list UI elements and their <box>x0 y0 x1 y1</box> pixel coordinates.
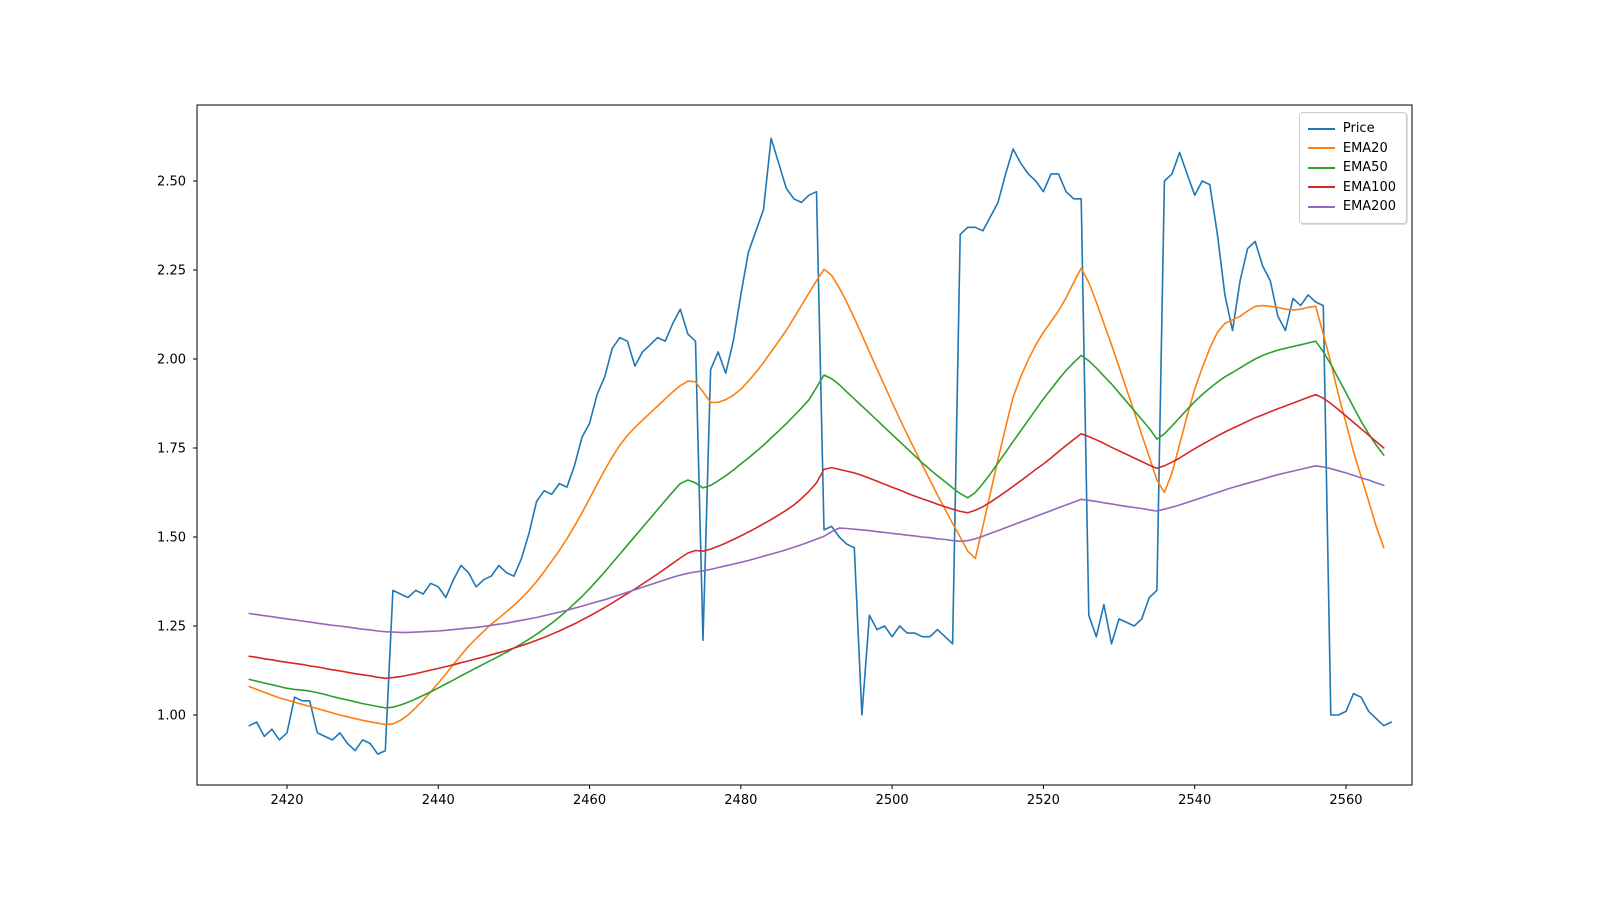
legend-line-sample <box>1307 127 1335 130</box>
x-tick-label: 2440 <box>422 793 455 808</box>
legend-line-sample <box>1307 186 1335 189</box>
ema50-line <box>248 340 1385 709</box>
legend-line-sample <box>1307 205 1335 208</box>
y-tick-label: 1.50 <box>157 531 186 546</box>
legend-label: EMA200 <box>1342 199 1396 215</box>
y-tick-label: 1.25 <box>157 620 186 635</box>
legend-label: EMA50 <box>1342 160 1388 176</box>
legend-label: EMA100 <box>1342 179 1396 195</box>
x-tick-label: 2460 <box>573 793 606 808</box>
legend-line-sample <box>1307 166 1335 169</box>
series-lines <box>248 137 1393 756</box>
legend-label: Price <box>1342 121 1375 137</box>
plot-frame <box>196 104 1413 786</box>
x-tick-label: 2420 <box>270 793 303 808</box>
plot-border <box>196 104 1413 786</box>
x-tick-label: 2520 <box>1027 793 1060 808</box>
legend-item-price: Price <box>1307 119 1396 139</box>
y-tick-label: 2.50 <box>157 175 186 190</box>
legend-line-sample <box>1307 147 1335 150</box>
x-tick-label: 2540 <box>1178 793 1211 808</box>
legend: Price EMA20 EMA50 EMA100 EMA200 <box>1298 112 1407 224</box>
legend-item-ema50: EMA50 <box>1307 158 1396 178</box>
y-tick-label: 2.25 <box>157 264 186 279</box>
x-tick-label: 2500 <box>876 793 909 808</box>
legend-label: EMA20 <box>1342 140 1388 156</box>
legend-item-ema100: EMA100 <box>1307 178 1396 198</box>
y-tick-label: 2.00 <box>157 353 186 368</box>
ema100-line <box>248 393 1385 680</box>
y-tick-label: 1.75 <box>157 442 186 457</box>
x-tick-label: 2480 <box>724 793 757 808</box>
ema200-line <box>248 464 1385 634</box>
axis-ticks: 2420 2440 2460 2480 2500 2520 2540 2560 1.00 1.25… <box>157 175 1362 809</box>
legend-item-ema200: EMA200 <box>1307 197 1396 217</box>
legend-item-ema20: EMA20 <box>1307 139 1396 159</box>
price-line <box>248 137 1393 756</box>
y-tick-label: 1.00 <box>157 709 186 724</box>
ema20-line <box>248 267 1385 726</box>
x-tick-label: 2560 <box>1329 793 1362 808</box>
